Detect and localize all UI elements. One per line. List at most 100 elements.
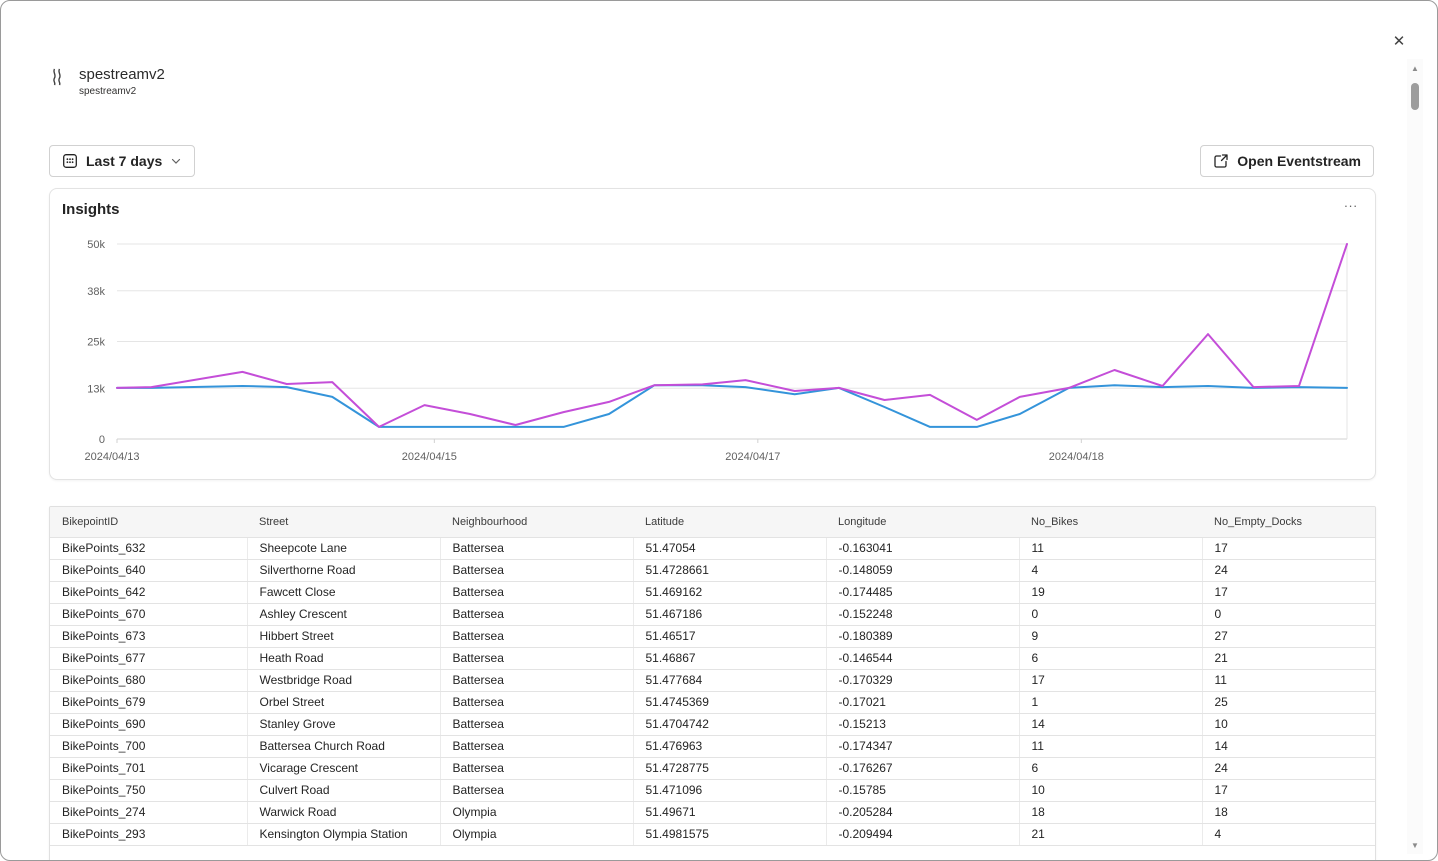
table-cell: 14 <box>1019 713 1203 736</box>
table-cell: Battersea <box>440 603 634 626</box>
time-range-dropdown[interactable]: Last 7 days <box>49 145 196 177</box>
table-cell: BikePoints_670 <box>50 603 248 626</box>
table-row[interactable]: BikePoints_670 Ashley Crescent Battersea 51… <box>50 603 1375 626</box>
table-row[interactable]: BikePoints_274 Warwick Road Olympia 51.4967… <box>50 801 1375 824</box>
column-header-street[interactable]: Street <box>247 507 440 538</box>
table-cell: 6 <box>1019 647 1203 670</box>
time-range-label: Last 7 days <box>86 153 163 169</box>
insights-title: Insights <box>62 201 120 218</box>
y-tick-label: 25k <box>87 337 105 349</box>
table-row[interactable]: BikePoints_679 Orbel Street Battersea 51.47… <box>50 691 1375 714</box>
table-cell: 9 <box>1019 625 1203 648</box>
table-cell: Battersea <box>440 669 634 692</box>
table-row[interactable]: BikePoints_293 Kensington Olympia Station… <box>50 823 1375 846</box>
table-cell: -0.174485 <box>826 581 1020 604</box>
open-external-icon <box>1214 154 1228 168</box>
table-cell: 51.4728661 <box>633 559 827 582</box>
table-cell: Kensington Olympia Station <box>247 823 441 846</box>
table-cell: Olympia <box>440 801 634 824</box>
page-header: spestreamv2 spestreamv2 <box>49 65 165 97</box>
column-header-no_empty_docks[interactable]: No_Empty_Docks <box>1202 507 1375 538</box>
table-cell: 51.4745369 <box>633 691 827 714</box>
column-header-no_bikes[interactable]: No_Bikes <box>1019 507 1202 538</box>
table-cell: BikePoints_680 <box>50 669 248 692</box>
table-cell: 6 <box>1019 757 1203 780</box>
open-eventstream-label: Open Eventstream <box>1237 153 1361 169</box>
page-subtitle: spestreamv2 <box>79 86 137 97</box>
table-cell: 51.467186 <box>633 603 827 626</box>
table-row[interactable]: BikePoints_680 Westbridge Road Battersea 51… <box>50 669 1375 692</box>
table-cell: -0.180389 <box>826 625 1020 648</box>
table-cell: BikePoints_632 <box>50 537 248 560</box>
table-cell: 51.49671 <box>633 801 827 824</box>
table-row[interactable]: BikePoints_700 Battersea Church Road Batte… <box>50 735 1375 758</box>
table-cell: 51.47054 <box>633 537 827 560</box>
scrollbar-thumb[interactable] <box>1411 83 1419 110</box>
table-cell: 11 <box>1202 669 1375 692</box>
table-cell: 0 <box>1019 603 1203 626</box>
table-cell: Hibbert Street <box>247 625 441 648</box>
table-cell: -0.176267 <box>826 757 1020 780</box>
open-eventstream-button[interactable]: Open Eventstream <box>1200 145 1374 177</box>
table-cell: BikePoints_679 <box>50 691 248 714</box>
table-row[interactable]: BikePoints_690 Stanley Grove Battersea 51.4… <box>50 713 1375 736</box>
table-cell: Olympia <box>440 823 634 846</box>
column-header-longitude[interactable]: Longitude <box>826 507 1019 538</box>
table-cell: 14 <box>1202 735 1375 758</box>
table-cell: 17 <box>1019 669 1203 692</box>
table-cell: 51.477684 <box>633 669 827 692</box>
table-cell: -0.209494 <box>826 823 1020 846</box>
table-cell: BikePoints_750 <box>50 779 248 802</box>
table-cell: BikePoints_700 <box>50 735 248 758</box>
table-cell: Stanley Grove <box>247 713 441 736</box>
table-cell: 18 <box>1202 801 1375 824</box>
series-blue-line <box>116 384 1348 428</box>
table-row[interactable]: BikePoints_642 Fawcett Close Battersea 51.4… <box>50 581 1375 604</box>
y-tick-label: 38k <box>87 286 105 298</box>
line-chart-svg: 0 13k 25k 38k 50k 2024/04/13 2024/04/15 2024/04… <box>84 239 1348 463</box>
table-cell: -0.163041 <box>826 537 1020 560</box>
table-row[interactable]: BikePoints_673 Hibbert Street Battersea 51.… <box>50 625 1375 648</box>
more-options-button[interactable]: ... <box>1344 195 1358 210</box>
table-cell: Battersea <box>440 735 634 758</box>
table-cell: Heath Road <box>247 647 441 670</box>
y-tick-label: 13k <box>87 383 105 395</box>
table-cell: BikePoints_274 <box>50 801 248 824</box>
table-cell: 4 <box>1019 559 1203 582</box>
column-header-latitude[interactable]: Latitude <box>633 507 826 538</box>
table-cell: 4 <box>1202 823 1375 846</box>
table-row[interactable]: BikePoints_632 Sheepcote Lane Battersea 51.… <box>50 537 1375 560</box>
x-tick-label: 2024/04/13 <box>84 451 139 463</box>
table-cell: 19 <box>1019 581 1203 604</box>
table-cell: Sheepcote Lane <box>247 537 441 560</box>
vertical-scrollbar[interactable]: ▲ ▼ <box>1407 59 1423 854</box>
eventstream-icon <box>53 68 61 86</box>
table-cell: 11 <box>1019 537 1203 560</box>
table-row[interactable]: BikePoints_677 Heath Road Battersea 51.4686… <box>50 647 1375 670</box>
table-cell: 1 <box>1019 691 1203 714</box>
table-row[interactable]: BikePoints_640 Silverthorne Road Battersea… <box>50 559 1375 582</box>
table-header-row: BikepointID Street Neighbourhood Latitude Lo… <box>50 507 1375 538</box>
insights-card: Insights ... 0 13k 25k 38k 50k 2024/04/13 2024… <box>49 188 1376 480</box>
table-cell: -0.152248 <box>826 603 1020 626</box>
column-header-neighbourhood[interactable]: Neighbourhood <box>440 507 633 538</box>
table-row[interactable]: BikePoints_701 Vicarage Crescent Battersea… <box>50 757 1375 780</box>
table-cell: Battersea <box>440 691 634 714</box>
table-row[interactable]: BikePoints_750 Culvert Road Battersea 51.47… <box>50 779 1375 802</box>
table-cell: BikePoints_642 <box>50 581 248 604</box>
table-cell: Battersea <box>440 581 634 604</box>
table-cell: Battersea <box>440 537 634 560</box>
table-cell: BikePoints_701 <box>50 757 248 780</box>
table-cell: Warwick Road <box>247 801 441 824</box>
close-button[interactable]: ✕ <box>1389 31 1409 51</box>
table-cell: 21 <box>1202 647 1375 670</box>
table-cell: 17 <box>1202 581 1375 604</box>
series-magenta-line <box>116 243 1348 428</box>
column-header-bikepointid[interactable]: BikepointID <box>50 507 247 538</box>
scroll-down-icon[interactable]: ▼ <box>1411 840 1419 850</box>
scroll-up-icon[interactable]: ▲ <box>1411 63 1419 73</box>
table-cell: Fawcett Close <box>247 581 441 604</box>
table-cell: BikePoints_673 <box>50 625 248 648</box>
table-cell: 21 <box>1019 823 1203 846</box>
